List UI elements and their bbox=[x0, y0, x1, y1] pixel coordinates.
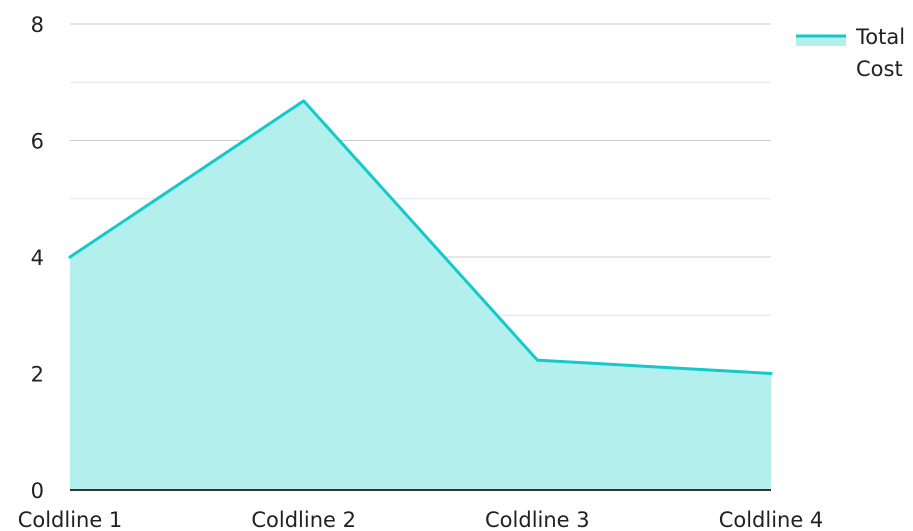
x-tick-label: Coldline 2 bbox=[251, 508, 356, 531]
y-tick-label: 0 bbox=[31, 479, 44, 503]
x-tick-label: Coldline 4 bbox=[719, 508, 824, 531]
series-line-layer bbox=[68, 99, 773, 376]
y-tick-label: 4 bbox=[31, 246, 44, 270]
series-line bbox=[68, 99, 773, 375]
data-point bbox=[302, 99, 306, 103]
legend-label: Total bbox=[855, 25, 905, 49]
y-axis-ticks: 0 2 4 6 8 bbox=[31, 13, 44, 503]
series-area-layer bbox=[70, 100, 771, 490]
x-tick-label: Coldline 1 bbox=[18, 508, 123, 531]
legend[interactable]: Total Cost bbox=[796, 25, 905, 81]
y-tick-label: 6 bbox=[31, 130, 44, 154]
y-tick-label: 8 bbox=[31, 13, 44, 37]
legend-label: Cost bbox=[856, 57, 903, 81]
series-area bbox=[70, 100, 771, 490]
data-point bbox=[68, 255, 72, 259]
data-point bbox=[535, 358, 539, 362]
x-tick-label: Coldline 3 bbox=[485, 508, 590, 531]
legend-swatch bbox=[796, 36, 846, 46]
y-tick-label: 2 bbox=[31, 363, 44, 387]
data-point bbox=[769, 372, 773, 376]
x-axis-ticks: Coldline 1 Coldline 2 Coldline 3 Coldlin… bbox=[18, 508, 824, 531]
